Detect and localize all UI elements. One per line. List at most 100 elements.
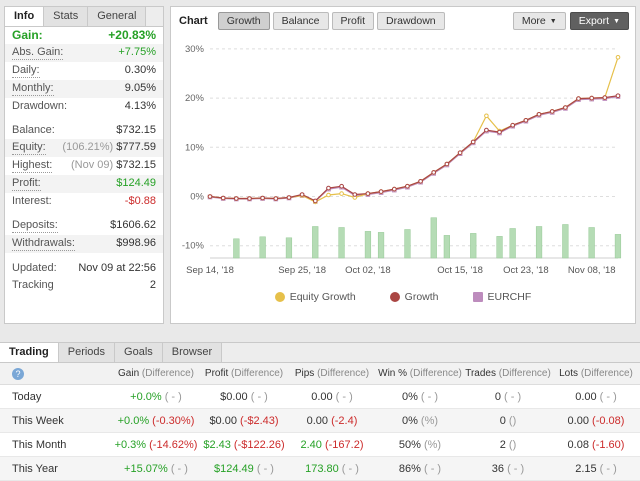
chart-bar xyxy=(496,236,503,259)
info-row-label: Withdrawals: xyxy=(12,237,75,251)
trading-tab-trading[interactable]: Trading xyxy=(0,343,59,362)
cell-diff: ( - ) xyxy=(417,390,439,403)
info-row-val: 0.30% xyxy=(124,64,156,76)
cell-diff: (-0.30%) xyxy=(149,414,195,427)
info-row: Deposits: $1606.62 xyxy=(5,217,163,235)
info-row-value: $124.49 xyxy=(116,177,156,190)
info-tab-stats[interactable]: Stats xyxy=(44,7,89,26)
column-header-sub: (Difference) xyxy=(580,368,633,379)
cell-diff: (-14.62%) xyxy=(146,438,198,451)
series-marker-growth xyxy=(234,196,239,201)
table-cell: 0% (%) xyxy=(376,415,464,427)
chart-tab-growth[interactable]: Growth xyxy=(217,12,270,30)
chart-tab-drawdown[interactable]: Drawdown xyxy=(377,12,445,30)
cell-diff: ( - ) xyxy=(338,462,359,475)
cell-diff: ( - ) xyxy=(500,390,522,403)
info-row-value: 4.13% xyxy=(125,100,156,113)
cell-value: +0.3% xyxy=(114,438,147,451)
series-marker-growth xyxy=(207,194,213,199)
info-row-muted-value: (106.21%) xyxy=(62,141,117,153)
table-row-this-month: This Month +0.3% (-14.62%) $2.43 (-$122.26… xyxy=(0,433,640,457)
info-row-val: -$0.88 xyxy=(124,195,156,207)
series-marker-growth xyxy=(365,191,371,196)
info-row: Equity: (106.21%) $777.59 xyxy=(5,139,163,157)
series-line-eurchf xyxy=(209,96,619,203)
series-marker-growth xyxy=(549,109,555,114)
table-cell: +0.0% (-0.30%) xyxy=(112,415,200,427)
table-cell: 50% (%) xyxy=(376,439,464,451)
trading-table: ? Gain (Difference) Profit (Difference) Pi… xyxy=(0,363,640,481)
column-header-main: Win % xyxy=(378,368,410,379)
series-marker-growth xyxy=(457,150,463,155)
legend-item-equity-growth[interactable]: Equity Growth xyxy=(274,291,356,303)
trading-tab-browser[interactable]: Browser xyxy=(162,343,223,362)
column-header-main: Trades xyxy=(465,368,499,379)
chart-panel: Chart Growth Balance Profit Drawdown More ▼ … xyxy=(170,6,636,324)
chart-bar xyxy=(443,235,450,259)
chart-actions: More ▼ Export ▼ xyxy=(512,12,629,30)
column-header-win: Win % (Difference) xyxy=(376,368,464,379)
legend-item-growth[interactable]: Growth xyxy=(389,291,439,303)
cell-diff: ( - ) xyxy=(167,462,188,475)
cell-value: 0% xyxy=(401,414,418,427)
series-marker-growth xyxy=(339,183,344,189)
series-marker-growth xyxy=(536,112,542,117)
table-row-today: Today +0.0% ( - ) $0.00 ( - ) 0.00 ( - ) 0% … xyxy=(0,385,640,409)
more-button[interactable]: More ▼ xyxy=(512,12,566,30)
legend-item-eurchf[interactable]: EURCHF xyxy=(472,291,531,303)
legend-marker-circle xyxy=(389,292,400,302)
chart-tab-balance[interactable]: Balance xyxy=(272,12,329,30)
cell-value: +0.0% xyxy=(117,414,150,427)
column-header-sub: (Difference) xyxy=(409,368,462,379)
info-row-val: +7.75% xyxy=(118,46,156,58)
info-spacer xyxy=(5,115,163,122)
table-row-this-week: This Week +0.0% (-0.30%) $0.00 (-$2.43) 0.0… xyxy=(0,409,640,433)
table-cell: 0% ( - ) xyxy=(376,391,464,403)
chart-tabs: Growth Balance Profit Drawdown xyxy=(217,12,445,30)
chart-bar xyxy=(430,217,437,259)
cell-value: 2.15 xyxy=(575,462,597,475)
cell-value: +0.0% xyxy=(130,390,162,403)
x-tick-label: Sep 25, '18 xyxy=(278,265,326,276)
info-icon[interactable]: ? xyxy=(12,367,24,380)
export-button[interactable]: Export ▼ xyxy=(569,12,629,30)
table-row-this-year: This Year +15.07% ( - ) $124.49 ( - ) 173.8… xyxy=(0,457,640,481)
info-tab-general[interactable]: General xyxy=(88,7,147,26)
cell-diff: (-167.2) xyxy=(321,438,364,451)
chart-bar xyxy=(285,237,293,259)
series-line-equity-growth xyxy=(209,57,619,203)
y-tick-label: 30% xyxy=(185,44,205,55)
chart-bar xyxy=(364,231,372,259)
cell-value: 36 xyxy=(491,462,505,475)
info-tab-info[interactable]: Info xyxy=(5,7,45,26)
table-cell: 0.00 ( - ) xyxy=(288,391,376,403)
info-row-label: Balance: xyxy=(12,124,55,136)
series-marker-growth xyxy=(220,195,226,201)
legend-marker-circle xyxy=(274,292,285,302)
cell-value: 0.00 xyxy=(567,414,589,427)
column-header-profit: Profit (Difference) xyxy=(200,368,288,379)
series-marker-equity-growth xyxy=(484,113,489,119)
cell-diff: () xyxy=(505,438,517,451)
series-marker-growth xyxy=(470,139,476,145)
trading-tab-periods[interactable]: Periods xyxy=(58,343,116,362)
info-row-value: 2 xyxy=(150,279,156,292)
table-cell: 2.15 ( - ) xyxy=(552,463,640,475)
chart-tab-profit[interactable]: Profit xyxy=(331,12,375,30)
info-row-val: 2 xyxy=(149,279,156,291)
column-header-gain: Gain (Difference) xyxy=(112,368,200,379)
info-row-val: $998.96 xyxy=(116,237,156,249)
trading-tab-goals[interactable]: Goals xyxy=(115,343,163,362)
cell-diff: (%) xyxy=(420,438,442,451)
y-tick-label: 10% xyxy=(185,142,205,153)
series-marker-growth xyxy=(523,118,529,123)
info-row-muted-value: (Nov 09) xyxy=(70,159,117,171)
info-row: Balance: $732.15 xyxy=(5,122,163,139)
info-row: Tracking 2 xyxy=(5,277,163,294)
info-row-value: 9.05% xyxy=(125,82,156,95)
cell-diff: (-$122.26) xyxy=(230,438,285,451)
chart-title: Chart xyxy=(179,15,208,27)
info-row-label: Drawdown: xyxy=(12,100,68,112)
info-icon-cell: ? xyxy=(0,367,112,380)
series-marker-growth xyxy=(286,195,292,200)
